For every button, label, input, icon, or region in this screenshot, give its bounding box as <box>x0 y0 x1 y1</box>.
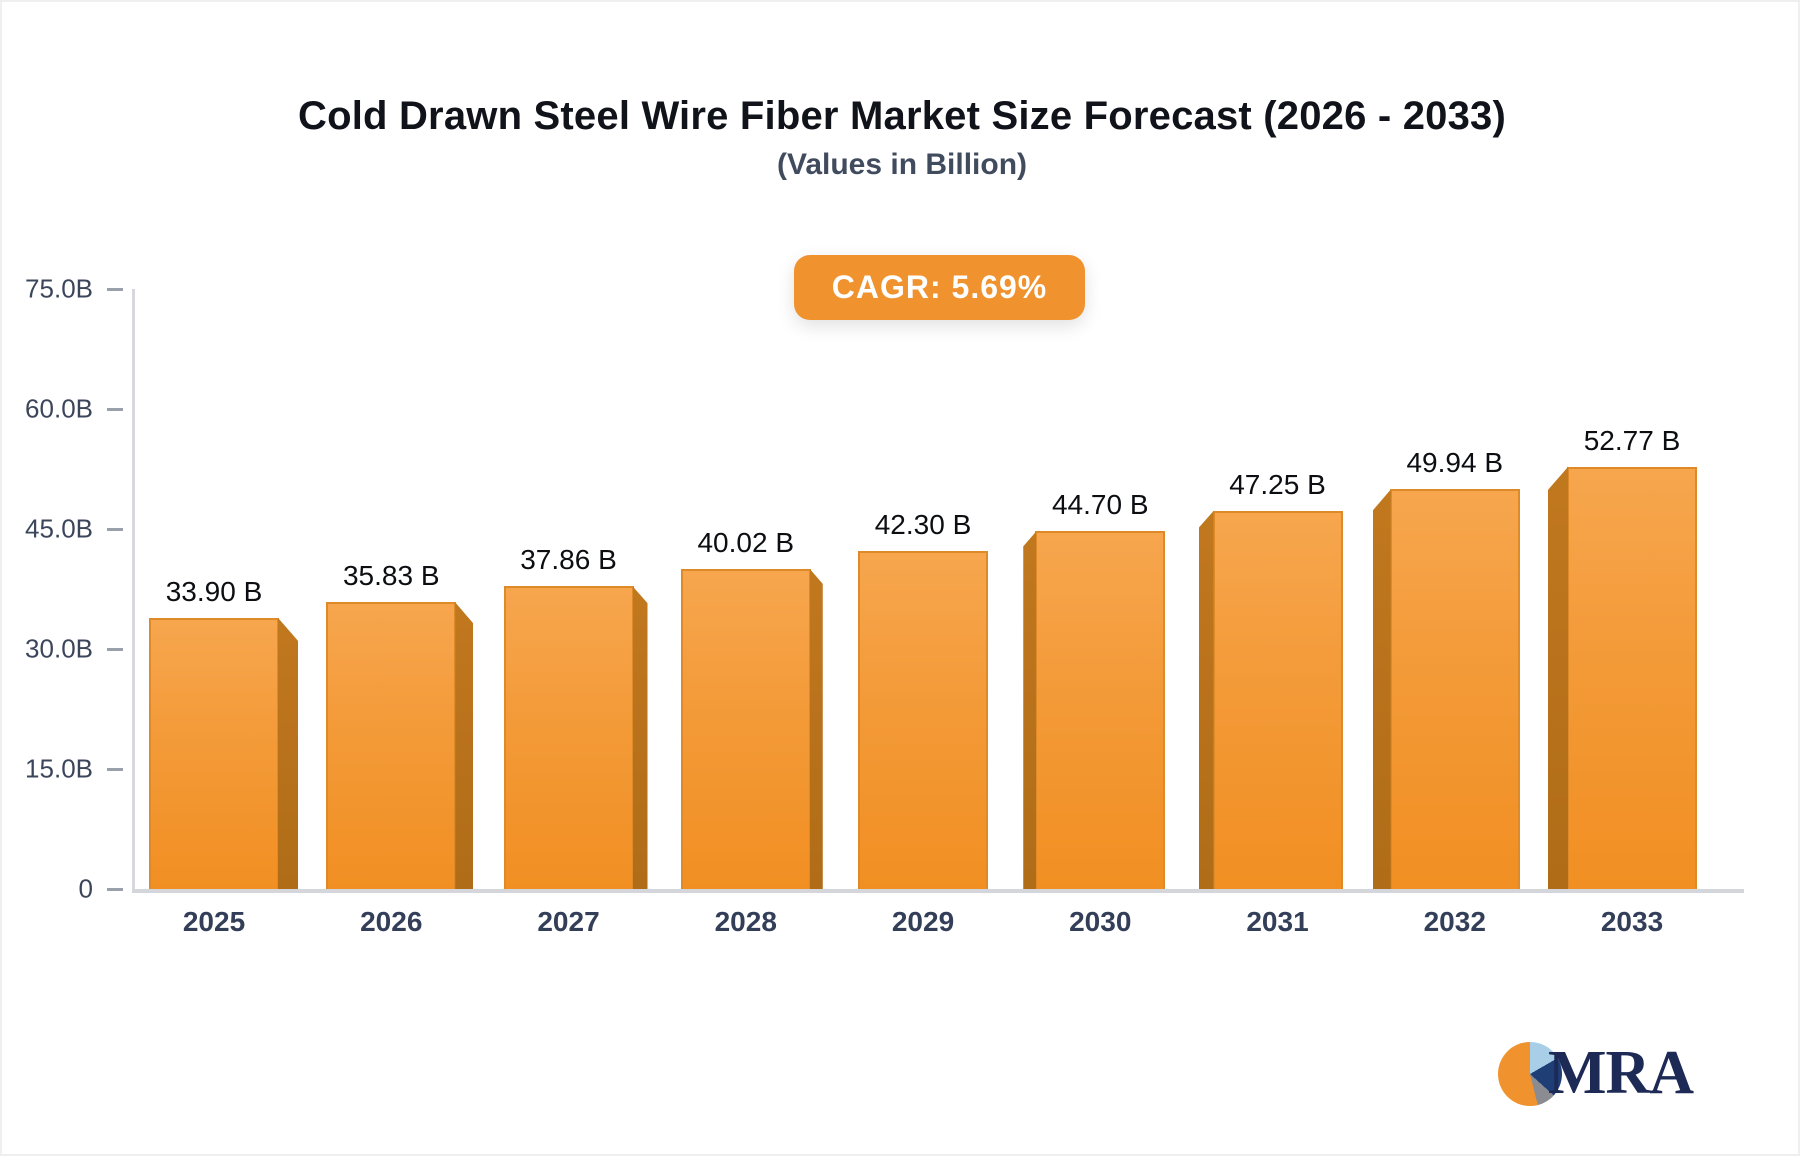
x-axis-label-2026: 2026 <box>360 906 423 937</box>
bar-value-label-2025: 33.90 B <box>165 575 263 607</box>
bar-2031[interactable] <box>1212 511 1343 889</box>
y-axis-tick <box>107 888 123 891</box>
cagr-badge: CAGR: 5.69% <box>793 255 1086 320</box>
bar-value-label-2027: 37.86 B <box>520 544 617 576</box>
bar-2029[interactable] <box>858 550 988 889</box>
cagr-badge-container: CAGR: 5.69% <box>135 255 1744 320</box>
bar-value-label-2033: 52.77 B <box>1583 424 1681 456</box>
y-axis-tick-label: 60.0B <box>25 393 93 424</box>
bar-value-label-2029: 42.30 B <box>874 508 972 540</box>
bar-value-label-2030: 44.70 B <box>1051 489 1149 521</box>
y-axis-tick-label: 75.0B <box>25 273 93 304</box>
y-axis-tick-label: 15.0B <box>25 753 93 784</box>
x-axis-label-2032: 2032 <box>1423 906 1486 937</box>
y-axis-tick <box>107 648 123 651</box>
x-axis-label-2030: 2030 <box>1069 906 1132 937</box>
bar-3d-side-2028 <box>809 568 823 889</box>
mra-logo: MRA <box>1498 1038 1694 1109</box>
chart-title: Cold Drawn Steel Wire Fiber Market Size … <box>297 94 1507 138</box>
bar-value-label-2032: 49.94 B <box>1406 447 1504 479</box>
y-axis-tick-label: 30.0B <box>25 633 93 664</box>
bar-value-label-2026: 35.83 B <box>342 560 440 592</box>
bar-2026[interactable] <box>326 602 457 889</box>
y-axis-tick <box>107 408 123 411</box>
x-axis-label-2033: 2033 <box>1600 906 1664 937</box>
x-axis-label-2025: 2025 <box>182 906 246 937</box>
y-axis-tick-label: 45.0B <box>25 513 93 544</box>
x-axis-baseline <box>132 889 1744 893</box>
x-axis-label-2031: 2031 <box>1246 906 1309 937</box>
chart-subtitle: (Values in Billion) <box>776 148 1028 181</box>
bar-3d-side-2025 <box>278 617 298 889</box>
plot-area: 0 15.0B 30.0B 45.0B 60.0B 75.0B 33.90 B 2025 35.… <box>25 274 1744 937</box>
bar-3d-side-2032 <box>1372 489 1391 889</box>
bar-3d-side-2030 <box>1023 531 1037 889</box>
y-axis-tick <box>107 528 123 531</box>
pie-chart-logo-icon <box>1498 1041 1562 1106</box>
bar-2030[interactable] <box>1035 531 1166 889</box>
bar-3d-side-2026 <box>455 602 474 889</box>
bar-2032[interactable] <box>1389 489 1520 889</box>
y-axis-line <box>132 289 135 893</box>
x-axis-label-2029: 2029 <box>891 906 955 937</box>
y-axis-tick <box>107 768 123 771</box>
y-axis-tick <box>107 288 123 291</box>
bar-2028[interactable] <box>680 568 811 889</box>
bar-3d-side-2031 <box>1198 511 1214 889</box>
logo-text: MRA <box>1548 1039 1694 1107</box>
y-axis-tick-label: 0 <box>78 873 93 904</box>
bar-3d-side-2033 <box>1548 466 1568 889</box>
bar-value-label-2031: 47.25 B <box>1229 469 1326 500</box>
x-axis-label-2027: 2027 <box>537 906 600 937</box>
bar-2025[interactable] <box>149 617 279 889</box>
bar-2027[interactable] <box>503 586 634 889</box>
bar-3d-side-2027 <box>632 586 648 889</box>
bar-2033[interactable] <box>1567 466 1697 889</box>
bar-value-label-2028: 40.02 B <box>697 526 795 558</box>
x-axis-label-2028: 2028 <box>714 906 777 937</box>
